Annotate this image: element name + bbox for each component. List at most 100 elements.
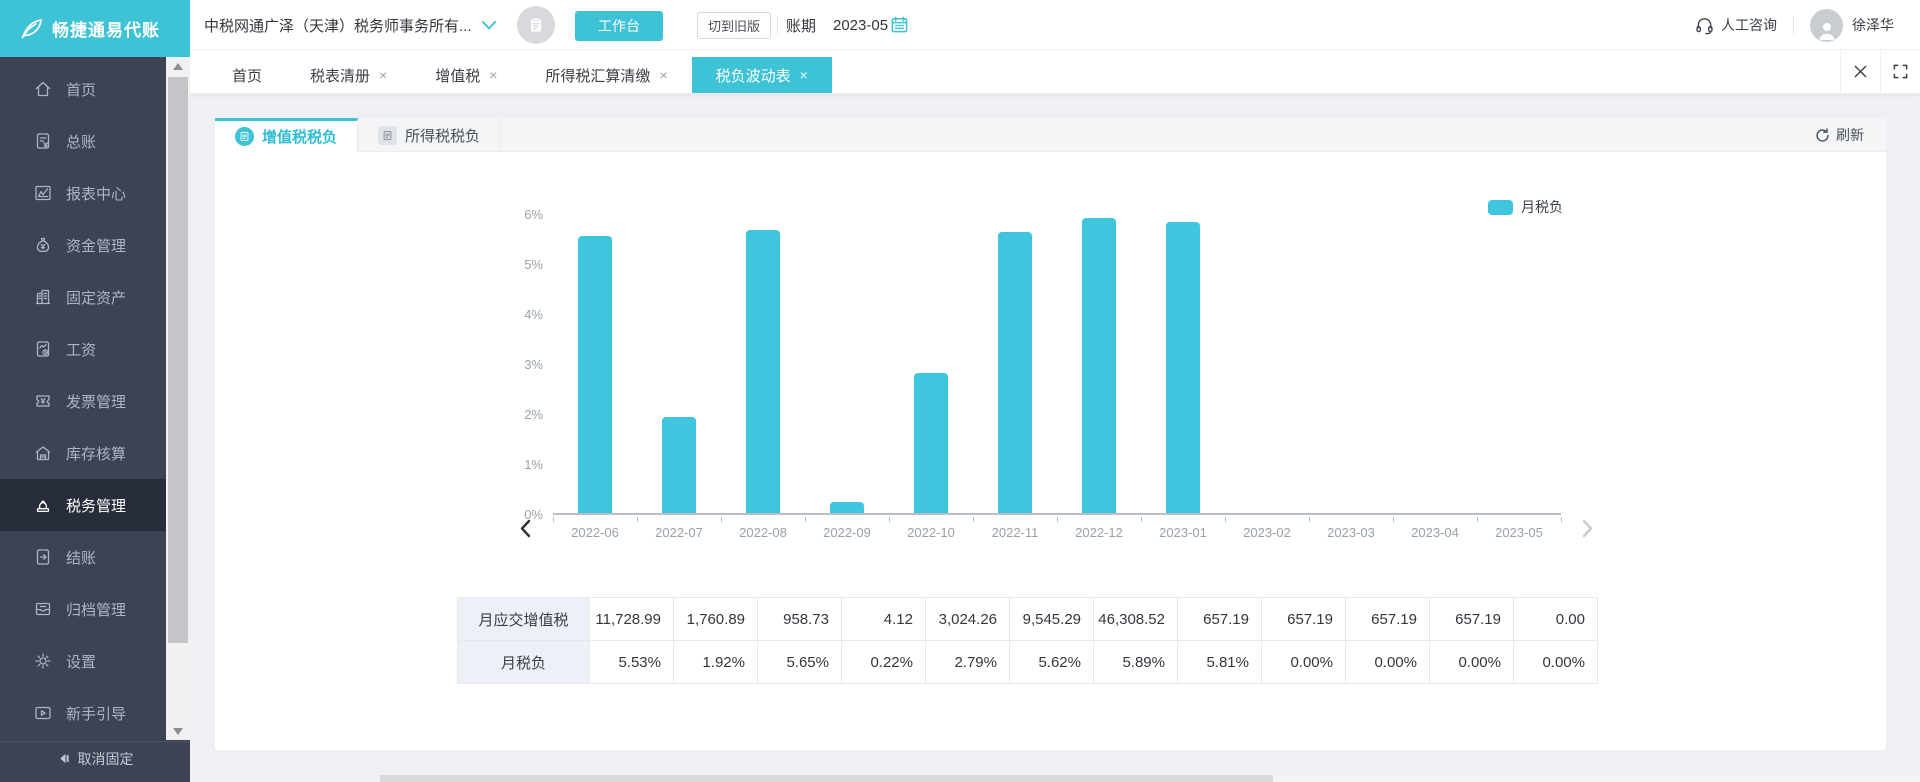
- axis-tick: [1141, 517, 1142, 522]
- tab-bar: 首页 税表清册 × 增值税 × 所得税汇算清缴 × 税负波动表 ×: [190, 50, 1920, 94]
- y-axis-label: 6%: [524, 207, 543, 222]
- sidebar-item-home[interactable]: 首页: [0, 63, 166, 115]
- bar: [662, 417, 696, 513]
- subtab-income-tax-burden[interactable]: 所得税税负: [358, 118, 502, 152]
- table-cell: 4.12: [842, 598, 926, 641]
- sidebar-nav: 首页总账报表中心资金管理固定资产工资 发票管理库存核算税务管理结账归档管理设置新手…: [0, 57, 166, 739]
- bar: [746, 230, 780, 513]
- guide-icon: [33, 703, 53, 723]
- subtab-list: 增值税税负 所得税税负: [215, 118, 502, 152]
- x-axis-label: 2022-11: [991, 525, 1039, 540]
- sidebar-item-guide[interactable]: 新手引导: [0, 687, 166, 739]
- x-axis-label: 2022-08: [739, 525, 787, 540]
- axis-tick: [1561, 517, 1562, 522]
- sidebar-item-closing[interactable]: 结账: [0, 531, 166, 583]
- close-all-tabs-button[interactable]: [1840, 50, 1880, 93]
- sidebar-item-label: 税务管理: [66, 497, 127, 515]
- hscroll-thumb[interactable]: [380, 775, 1274, 782]
- table-cell: 958.73: [758, 598, 842, 641]
- tab-label: 税表清册: [310, 67, 371, 85]
- sidebar-item-inventory[interactable]: 库存核算: [0, 427, 166, 479]
- workbench-button[interactable]: 工作台: [575, 11, 663, 41]
- axis-tick: [1477, 517, 1478, 522]
- calendar-icon[interactable]: [889, 14, 910, 35]
- sidebar-item-label: 总账: [66, 133, 97, 151]
- x-axis-label: 2023-05: [1495, 525, 1543, 540]
- plot: [553, 215, 1561, 515]
- axis-tick: [1057, 517, 1058, 522]
- table-cell: 1.92%: [674, 641, 758, 684]
- table-cell: 657.19: [1262, 598, 1346, 641]
- sidebar-scrollbar[interactable]: [166, 57, 190, 740]
- horizontal-scrollbar[interactable]: [380, 775, 1920, 782]
- journal-badge-icon[interactable]: [517, 6, 555, 44]
- period-value[interactable]: 2023-05: [833, 16, 889, 34]
- sidebar-item-payroll[interactable]: 工资: [0, 323, 166, 375]
- sidebar-item-label: 归档管理: [66, 601, 127, 619]
- table-cell: 0.00%: [1514, 641, 1598, 684]
- sidebar-item-settings[interactable]: 设置: [0, 635, 166, 687]
- sidebar-item-invoice[interactable]: 发票管理: [0, 375, 166, 427]
- tab-close-icon[interactable]: ×: [379, 67, 388, 83]
- chart-prev-button[interactable]: [519, 519, 532, 538]
- unpin-icon: [59, 753, 69, 764]
- table-cell: 11,728.99: [590, 598, 674, 641]
- sidebar-item-label: 设置: [66, 653, 97, 671]
- sidebar-item-funds[interactable]: 资金管理: [0, 219, 166, 271]
- unpin-sidebar-button[interactable]: 取消固定: [0, 741, 190, 775]
- axis-tick: [553, 517, 554, 522]
- funds-icon: [33, 235, 53, 255]
- app-logo[interactable]: 畅捷通易代账: [0, 0, 190, 57]
- chevron-left-icon: [520, 519, 531, 538]
- sidebar-item-archive[interactable]: 归档管理: [0, 583, 166, 635]
- sidebar-item-label: 库存核算: [66, 445, 127, 463]
- sidebar-item-label: 固定资产: [66, 289, 127, 307]
- sidebar-item-report-center[interactable]: 报表中心: [0, 167, 166, 219]
- tab-tax-fluctuation[interactable]: 税负波动表 ×: [691, 57, 832, 93]
- table-row-header: 月税负: [458, 641, 590, 684]
- bar: [914, 373, 948, 513]
- chart-next-button[interactable]: [1581, 519, 1594, 538]
- tab-close-icon[interactable]: ×: [659, 67, 668, 83]
- table-cell: 3,024.26: [926, 598, 1010, 641]
- tab-tax-form-list[interactable]: 税表清册 ×: [286, 57, 411, 93]
- axis-tick: [805, 517, 806, 522]
- tab-home[interactable]: 首页: [208, 57, 286, 93]
- subtab-strip: 增值税税负 所得税税负 刷新: [215, 118, 1886, 152]
- x-axis-label: 2023-03: [1327, 525, 1375, 540]
- subtab-label: 增值税税负: [262, 129, 338, 146]
- scroll-up-arrow[interactable]: [166, 57, 190, 75]
- report-badge-icon: [378, 125, 398, 145]
- sidebar-item-general-ledger[interactable]: 总账: [0, 115, 166, 167]
- x-axis-label: 2023-01: [1159, 525, 1207, 540]
- switch-old-version-button[interactable]: 切到旧版: [697, 12, 772, 39]
- tab-vat[interactable]: 增值税 ×: [411, 57, 521, 93]
- support-label: 人工咨询: [1721, 17, 1777, 33]
- sidebar-item-tax[interactable]: 税务管理: [0, 479, 166, 531]
- payroll-icon: [33, 339, 53, 359]
- legend-swatch: [1488, 199, 1513, 215]
- company-selector[interactable]: 中税网通广泽（天津）税务师事务所有...: [204, 0, 496, 50]
- chart-legend[interactable]: 月税负: [1488, 197, 1563, 217]
- x-axis-label: 2022-07: [655, 525, 703, 540]
- axis-tick: [721, 517, 722, 522]
- refresh-button[interactable]: 刷新: [1815, 118, 1864, 152]
- tab-close-icon[interactable]: ×: [799, 67, 808, 83]
- sidebar-item-label: 报表中心: [66, 185, 127, 203]
- y-axis-label: 5%: [524, 257, 543, 272]
- tab-close-icon[interactable]: ×: [489, 67, 498, 83]
- scrollbar-thumb[interactable]: [168, 77, 188, 643]
- live-support-button[interactable]: 人工咨询: [1694, 15, 1777, 36]
- table-cell: 5.81%: [1178, 641, 1262, 684]
- tab-income-tax-settlement[interactable]: 所得税汇算清缴 ×: [521, 57, 691, 93]
- sidebar-item-fixed-assets[interactable]: 固定资产: [0, 271, 166, 323]
- fullscreen-button[interactable]: [1880, 50, 1920, 93]
- scroll-down-arrow[interactable]: [166, 722, 190, 740]
- avatar[interactable]: [1810, 8, 1843, 42]
- header-divider: [777, 17, 778, 34]
- subtab-vat-burden[interactable]: 增值税税负: [215, 118, 359, 152]
- unpin-label: 取消固定: [77, 750, 134, 767]
- bar: [830, 502, 864, 513]
- brand-feather-icon: [21, 19, 43, 39]
- username[interactable]: 徐泽华: [1852, 17, 1894, 33]
